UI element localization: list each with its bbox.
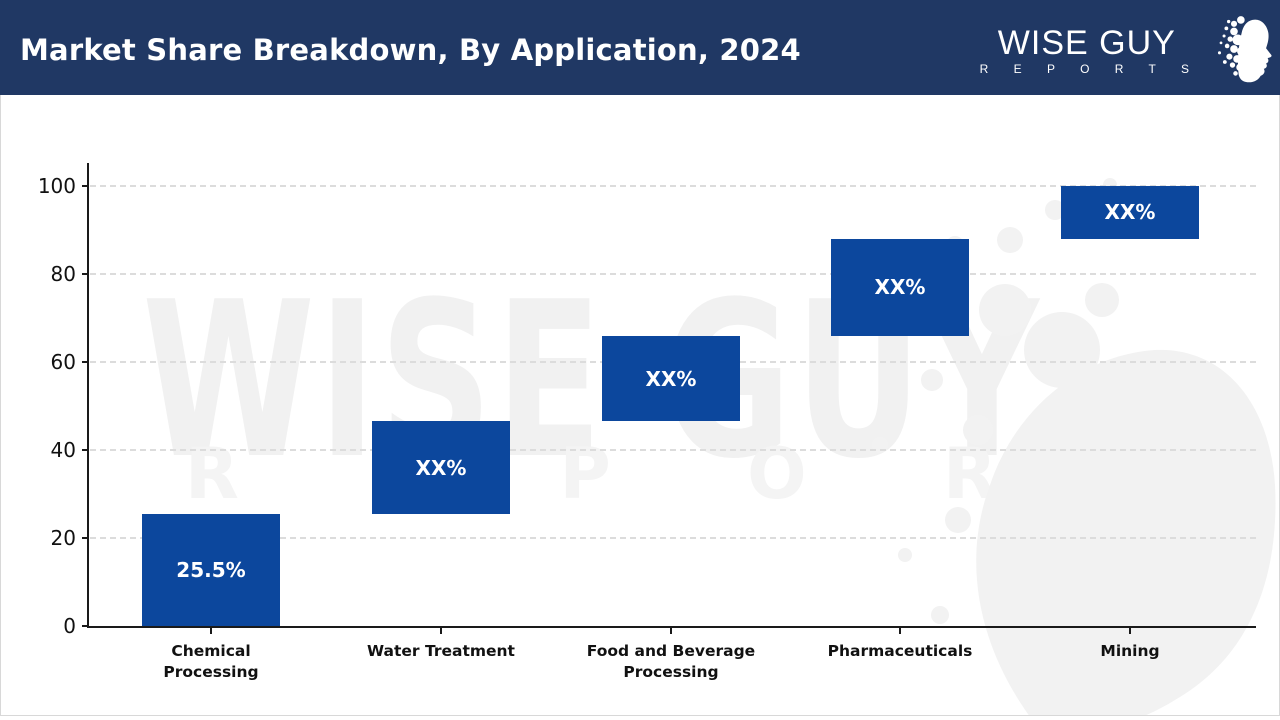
category-label-food-and-beverage-processing: Food and Beverage Processing: [586, 642, 756, 681]
y-axis-tick-mark: [82, 625, 88, 627]
bar-value-label-chemical-processing: 25.5%: [176, 557, 246, 582]
x-axis-tick-mark: [440, 628, 442, 634]
gridline-80: [90, 273, 1256, 275]
bar-pharmaceuticals: [831, 238, 969, 336]
y-axis-tick-mark: [82, 273, 88, 275]
x-axis-tick-mark: [899, 628, 901, 634]
category-label-water-treatment: Water Treatment: [367, 642, 515, 660]
bar-chemical-processing: [142, 513, 280, 626]
y-axis-tick-mark: [82, 361, 88, 363]
face-profile-dots-icon: [1217, 16, 1272, 83]
plot-area: 0 20 40 60 80 100 25.5% Chemical Processing XX% W…: [0, 95, 1278, 717]
brand-logo: WISE GUY R E P O R T S: [980, 4, 1272, 92]
gridline-20: [90, 537, 1256, 539]
bar-food-and-beverage-processing: [602, 335, 740, 422]
bar-mining: [1061, 186, 1199, 239]
y-axis-tick-label: 0: [63, 614, 76, 638]
y-axis-tick-mark: [82, 537, 88, 539]
y-axis-tick-mark: [82, 185, 88, 187]
y-axis-tick-label: 60: [50, 350, 76, 374]
category-label-mining: Mining: [1100, 642, 1160, 660]
y-axis-tick-mark: [82, 449, 88, 451]
bar-value-label-food-and-beverage-processing: XX%: [645, 366, 697, 391]
x-axis-line: [87, 626, 1256, 628]
chart-title: Market Share Breakdown, By Application, …: [20, 33, 801, 67]
y-axis-line: [87, 163, 89, 628]
brand-logo-text: WISE GUY R E P O R T S: [974, 26, 1200, 76]
bar-value-label-water-treatment: XX%: [415, 455, 467, 480]
header-bar: Market Share Breakdown, By Application, …: [0, 0, 1280, 95]
bar-water-treatment: [372, 421, 510, 514]
gridline-40: [90, 449, 1256, 451]
y-axis-tick-label: 40: [50, 438, 76, 462]
logo-wordmark: WISE GUY: [997, 24, 1176, 62]
x-axis-tick-mark: [670, 628, 672, 634]
bar-value-label-mining: XX%: [1104, 200, 1156, 225]
x-axis-tick-mark: [1129, 628, 1131, 634]
y-axis-tick-label: 80: [50, 262, 76, 286]
logo-subtext: R E P O R T S: [979, 62, 1200, 76]
x-axis-tick-mark: [210, 628, 212, 634]
face-profile-dots-watermark: [872, 178, 1276, 715]
category-label-pharmaceuticals: Pharmaceuticals: [827, 642, 973, 660]
y-axis-tick-label: 20: [50, 526, 76, 550]
gridline-100: [90, 185, 1256, 187]
bar-value-label-pharmaceuticals: XX%: [874, 275, 926, 300]
category-label-chemical-processing: Chemical Processing: [163, 642, 259, 681]
y-axis-tick-label: 100: [37, 174, 76, 198]
chart-area: WISE GUY R E P O R T S 02040608010025.5%…: [0, 95, 1280, 717]
